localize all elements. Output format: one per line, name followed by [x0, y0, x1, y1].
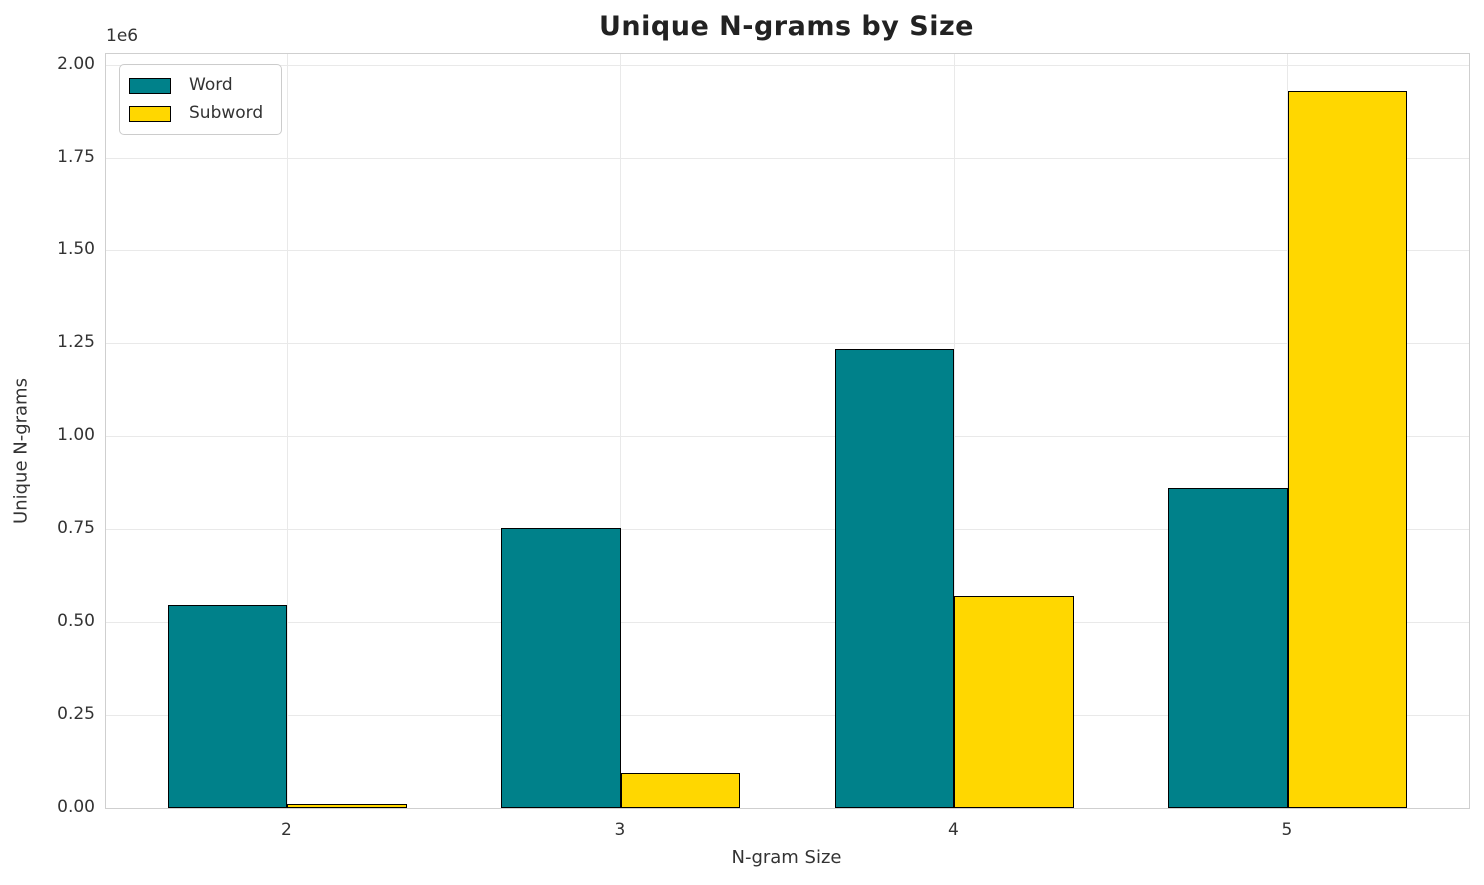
y-tick-label: 2.00 — [57, 53, 95, 74]
legend-swatch-word — [129, 77, 171, 94]
bar-word-5 — [1168, 488, 1288, 808]
y-tick-label: 0.50 — [57, 611, 95, 632]
gridline-horizontal — [106, 715, 1469, 717]
gridline-horizontal — [106, 343, 1469, 345]
bar-subword-3 — [620, 773, 741, 808]
gridline-vertical — [286, 54, 288, 808]
gridline-horizontal — [106, 250, 1469, 252]
y-axis-offset-label: 1e6 — [106, 26, 139, 46]
x-tick-label: 5 — [1281, 820, 1293, 840]
bar-word-3 — [501, 527, 621, 808]
x-tick-label: 2 — [280, 820, 292, 840]
legend-label: Word — [189, 75, 233, 95]
legend-swatch-subword — [129, 105, 171, 122]
y-tick-label: 1.75 — [57, 146, 95, 167]
legend-label: Subword — [189, 103, 264, 123]
legend-item-subword: Subword — [129, 103, 263, 124]
y-tick-label: 0.75 — [57, 518, 95, 539]
bar-subword-2 — [287, 803, 407, 808]
legend-item-word: Word — [129, 75, 263, 96]
plot-area: Word Subword — [105, 53, 1470, 809]
y-tick-label: 0.25 — [57, 704, 95, 725]
y-tick-label: 1.00 — [57, 425, 95, 446]
gridline-horizontal — [106, 157, 1469, 159]
chart-title: Unique N-grams by Size — [599, 11, 974, 42]
y-tick-label: 0.00 — [57, 797, 95, 817]
y-axis-label: Unique N-grams — [10, 378, 32, 524]
gridline-horizontal — [106, 622, 1469, 624]
x-tick-label: 4 — [947, 820, 959, 840]
gridline-horizontal — [106, 436, 1469, 438]
x-axis-label: N-gram Size — [731, 847, 842, 868]
y-tick-label: 1.50 — [57, 239, 95, 260]
bar-word-4 — [834, 348, 955, 808]
gridline-vertical — [953, 54, 955, 808]
gridline-vertical — [620, 54, 622, 808]
legend: Word Subword — [119, 64, 283, 135]
x-tick-label: 3 — [614, 820, 626, 840]
gridline-horizontal — [106, 64, 1469, 66]
bar-subword-4 — [954, 596, 1074, 808]
bar-word-2 — [167, 605, 288, 808]
y-tick-label: 1.25 — [57, 332, 95, 353]
bar-subword-5 — [1287, 90, 1408, 808]
gridline-horizontal — [106, 529, 1469, 531]
